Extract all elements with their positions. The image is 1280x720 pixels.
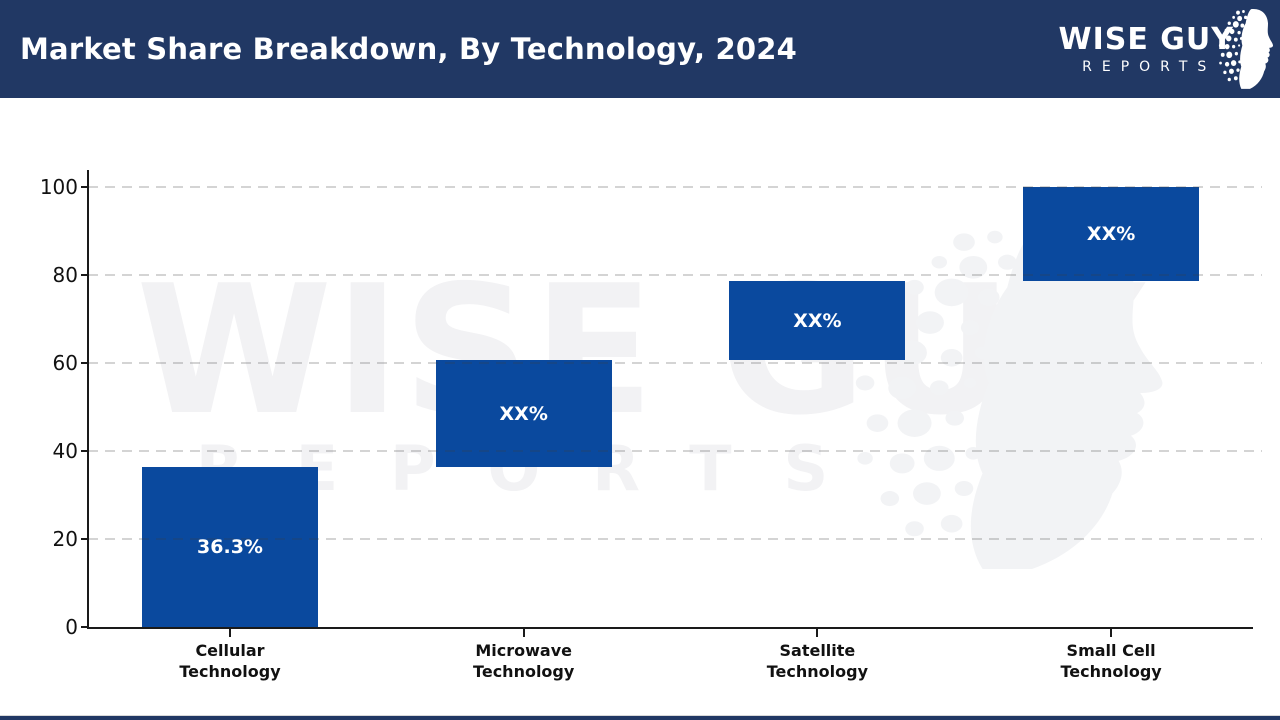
logo-wordmark: WISE GUY — [1058, 22, 1234, 57]
bar: XX% — [729, 281, 906, 360]
x-axis-category-line: Technology — [1060, 662, 1162, 681]
x-axis-category-line: Microwave — [475, 641, 572, 660]
y-axis-line — [87, 170, 89, 629]
x-axis-category-label: Small Cell Technology — [1001, 640, 1221, 682]
x-axis-tick-mark — [816, 629, 819, 637]
gridline — [88, 186, 1262, 188]
x-axis-tick-mark — [229, 629, 231, 637]
x-axis-category-label: Microwave Technology — [414, 640, 634, 682]
bar-value-label: XX% — [499, 402, 548, 425]
y-axis-tick-mark — [81, 274, 88, 276]
gridline — [88, 274, 1262, 276]
x-axis-tick-mark — [522, 629, 525, 637]
y-axis-tick-mark — [81, 626, 88, 628]
y-axis-tick-mark — [81, 186, 88, 188]
bar-value-label: XX% — [793, 309, 842, 332]
footer-bar — [0, 715, 1280, 720]
x-axis-category-line: Satellite — [779, 641, 856, 660]
bar: XX% — [435, 359, 612, 468]
logo-subtitle: REPORTS — [1082, 59, 1217, 75]
x-axis-category-line: Technology — [766, 662, 869, 681]
x-axis-category-line: Technology — [473, 662, 575, 681]
y-axis-tick-label: 0 — [65, 615, 78, 639]
gridline — [88, 538, 1262, 540]
x-axis-category-line: Cellular — [195, 641, 265, 660]
wiseguy-logo: WISE GUY REPORTS — [1058, 0, 1274, 98]
bar: 36.3% — [142, 467, 318, 627]
y-axis-tick-label: 60 — [52, 351, 78, 375]
wiseguy-face-icon — [1218, 9, 1274, 89]
y-axis-tick-mark — [81, 362, 88, 364]
x-axis-category-line: Small Cell — [1066, 641, 1156, 660]
bar-value-label: XX% — [1086, 223, 1136, 246]
y-axis-tick-mark — [81, 450, 88, 452]
logo-text-block: WISE GUY REPORTS — [1058, 22, 1234, 76]
x-axis-category-label: Satellite Technology — [707, 640, 927, 682]
bar-value-label: 36.3% — [197, 536, 263, 559]
y-axis-tick-label: 80 — [52, 263, 78, 287]
x-axis-tick-mark — [1110, 629, 1113, 637]
gridline — [88, 450, 1262, 452]
x-axis-category-line: Technology — [179, 662, 281, 681]
y-axis-tick-label: 40 — [52, 439, 78, 463]
y-axis-tick-label: 20 — [52, 527, 78, 551]
chart-title: Market Share Breakdown, By Technology, 2… — [20, 32, 798, 66]
bar: XX% — [1023, 187, 1200, 282]
y-axis-tick-label: 100 — [39, 175, 78, 199]
header-band: Market Share Breakdown, By Technology, 2… — [0, 0, 1280, 98]
x-axis-line — [87, 627, 1253, 629]
y-axis-tick-mark — [81, 538, 88, 540]
x-axis-category-label: Cellular Technology — [120, 640, 340, 682]
gridline — [88, 362, 1262, 364]
